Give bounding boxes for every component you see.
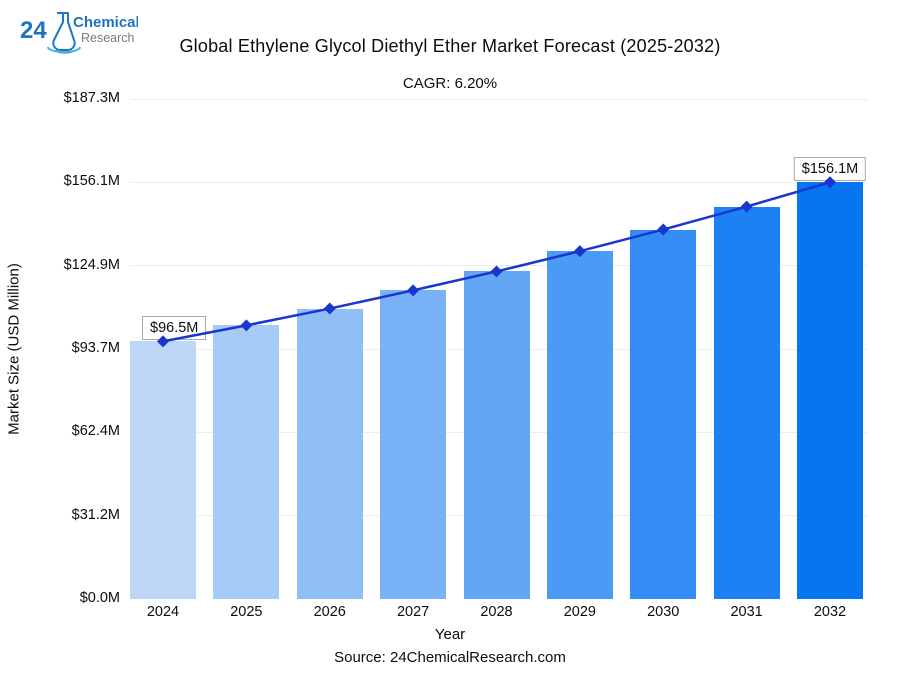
- bar-2030: [630, 229, 697, 599]
- y-tick-label: $187.3M: [63, 90, 120, 106]
- logo-word-research: Research: [81, 31, 135, 45]
- logo: 24 Chemical Research: [20, 12, 138, 54]
- cagr-subtitle: CAGR: 6.20%: [402, 75, 498, 92]
- data-label: $156.1M: [793, 157, 867, 182]
- x-tick-label: 2024: [146, 604, 180, 620]
- bar-2032: [797, 182, 863, 599]
- bar-2029: [546, 251, 613, 599]
- bar-2027: [380, 290, 447, 599]
- bar-2031: [713, 206, 780, 599]
- bar-2024: [130, 341, 196, 599]
- y-tick-label: $0.0M: [79, 590, 120, 606]
- logo-word-chemical: Chemical: [73, 14, 138, 31]
- x-tick-label: 2027: [396, 604, 430, 620]
- y-tick-label: $62.4M: [71, 423, 120, 440]
- x-tick-label: 2032: [813, 604, 847, 620]
- bar-2028: [463, 271, 530, 599]
- x-tick-label: 2031: [730, 604, 763, 620]
- logo-number: 24: [20, 17, 47, 44]
- x-tick-label: 2030: [647, 604, 680, 620]
- chart-title: Global Ethylene Glycol Diethyl Ether Mar…: [179, 36, 721, 56]
- y-tick-label: $31.2M: [71, 506, 120, 523]
- x-tick-label: 2029: [563, 604, 596, 620]
- y-tick-label: $93.7M: [71, 340, 120, 356]
- source-credit: Source: 24ChemicalResearch.com: [334, 649, 566, 666]
- flask-icon: [47, 12, 81, 54]
- gridline: [130, 181, 867, 183]
- y-tick-label: $156.1M: [63, 173, 120, 190]
- x-axis-title: Year: [434, 626, 466, 643]
- gridline: [130, 98, 867, 100]
- x-tick-label: 2028: [480, 604, 513, 620]
- bar-2025: [213, 325, 280, 599]
- bar-2026: [296, 308, 363, 599]
- y-tick-label: $124.9M: [63, 256, 120, 273]
- y-axis-title: Market Size (USD Million): [5, 263, 23, 435]
- data-label: $96.5M: [142, 316, 207, 341]
- x-tick-label: 2025: [230, 604, 263, 620]
- x-tick-label: 2026: [313, 604, 346, 620]
